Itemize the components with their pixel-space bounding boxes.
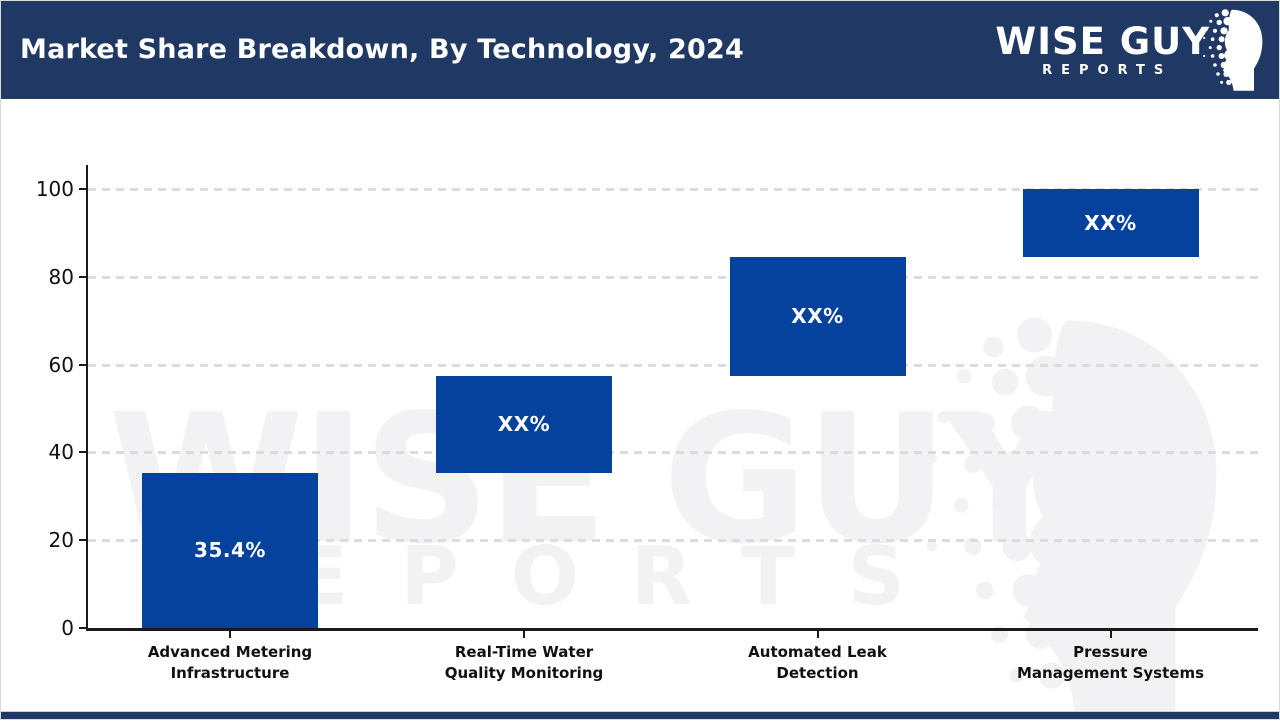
y-tick [79,188,88,190]
y-axis-label: 0 [61,616,74,640]
bar: XX% [436,375,612,473]
bar: XX% [729,257,906,376]
brand-logo-text: WISE GUY REPORTS [995,23,1210,77]
x-axis-line [86,628,1258,631]
bar-value-label: XX% [791,304,844,329]
brand-subtitle: REPORTS [1042,62,1173,78]
gridline [88,451,1258,455]
dotted-head-logo-icon [1203,8,1263,91]
bar-value-label: XX% [1084,211,1137,236]
x-tick [816,631,819,638]
y-tick [79,363,88,366]
bar: XX% [1022,189,1199,258]
brand-logo: WISE GUY REPORTS [995,7,1280,93]
gridline [88,363,1258,367]
x-axis-label: Advanced Metering Infrastructure [147,643,313,682]
gridline [88,188,1258,191]
y-tick [79,627,88,629]
footer-bar [0,711,1280,720]
bar-value-label: 35.4% [194,538,266,563]
x-tick [229,631,231,638]
x-axis-label: Real-Time Water Quality Monitoring [444,643,604,682]
plot-area: 0 20 40 60 80 100 35.4% Advanced Metering Infra… [0,99,1280,712]
y-axis-label: 80 [48,264,74,289]
y-axis-label: 100 [35,177,74,201]
x-axis-label: Automated Leak Detection [748,643,887,682]
header: Market Share Breakdown, By Technology, 2… [0,0,1280,99]
y-axis-line [86,165,88,631]
y-axis-label: 20 [48,528,74,553]
y-tick [79,451,88,454]
chart-title: Market Share Breakdown, By Technology, 2… [20,34,745,65]
gridline [88,275,1258,279]
gridline [88,539,1258,543]
x-tick [523,631,525,638]
x-tick [1109,631,1112,638]
y-axis-label: 60 [48,352,74,377]
bar: 35.4% [142,472,318,628]
y-axis-label: 40 [48,440,74,465]
brand-wordmark: WISE GUY [995,19,1210,63]
y-tick [79,539,88,542]
chart-area: WISE GUY REPORTS 0 20 40 60 80 100 35.4% Advanc… [0,99,1280,717]
x-axis-label: Pressure Management Systems [1016,643,1205,682]
y-tick [79,275,88,278]
bar-value-label: XX% [497,412,551,437]
